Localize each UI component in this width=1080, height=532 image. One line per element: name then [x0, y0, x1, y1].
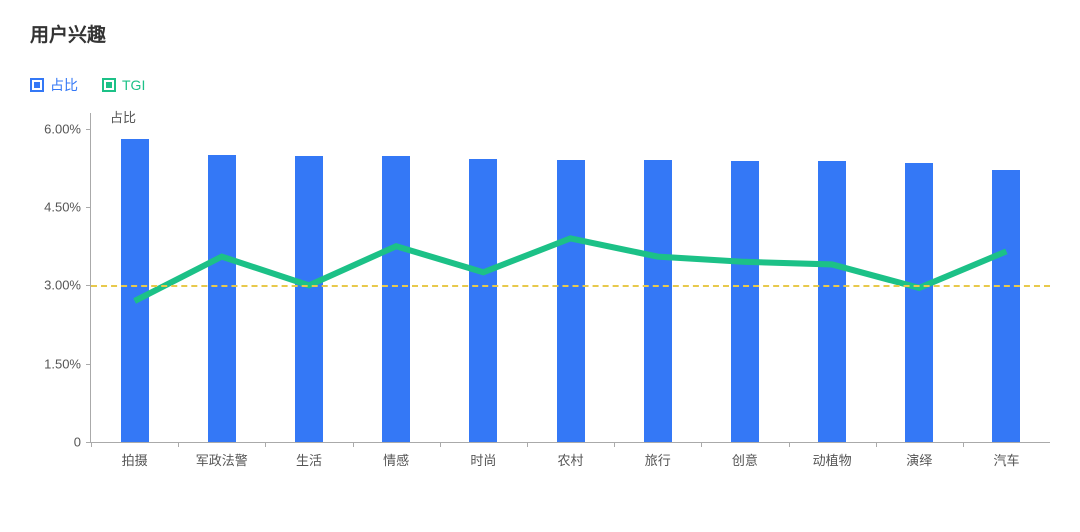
bar-slot: 创意: [701, 113, 788, 442]
x-axis-label: 演绎: [906, 450, 932, 469]
x-axis-label: 动植物: [813, 450, 852, 469]
x-axis-label: 情感: [383, 450, 409, 469]
bar[interactable]: [818, 161, 846, 442]
y-axis-label: 4.50%: [44, 200, 91, 215]
bar-slot: 旅行: [614, 113, 701, 442]
plot-area: 拍摄军政法警生活情感时尚农村旅行创意动植物演绎汽车 01.50%3.00%4.5…: [90, 113, 1050, 443]
y-axis-label: 1.50%: [44, 356, 91, 371]
chart-title: 用户兴趣: [30, 20, 1050, 47]
bar[interactable]: [382, 156, 410, 442]
legend-item-bar[interactable]: 占比: [30, 75, 78, 95]
chart-area: 占比 拍摄军政法警生活情感时尚农村旅行创意动植物演绎汽车 01.50%3.00%…: [90, 113, 1050, 443]
x-axis-label: 生活: [296, 450, 322, 469]
bar[interactable]: [121, 139, 149, 442]
legend-item-line[interactable]: TGI: [102, 77, 145, 93]
bar[interactable]: [557, 160, 585, 442]
x-axis-label: 创意: [732, 450, 758, 469]
bar-slot: 拍摄: [91, 113, 178, 442]
bar-slot: 演绎: [876, 113, 963, 442]
y-axis-label: 3.00%: [44, 278, 91, 293]
x-axis-label: 汽车: [993, 450, 1019, 469]
bar-slot: 生活: [265, 113, 352, 442]
bar-slot: 动植物: [789, 113, 876, 442]
bar[interactable]: [295, 156, 323, 442]
bar-slot: 军政法警: [178, 113, 265, 442]
bar-slot: 农村: [527, 113, 614, 442]
legend-label: 占比: [50, 75, 78, 95]
reference-line: [91, 285, 1050, 287]
bar-slot: 情感: [353, 113, 440, 442]
bars-container: 拍摄军政法警生活情感时尚农村旅行创意动植物演绎汽车: [91, 113, 1050, 442]
bar[interactable]: [644, 160, 672, 442]
bar[interactable]: [469, 159, 497, 442]
bar-slot: 汽车: [963, 113, 1050, 442]
bar[interactable]: [208, 155, 236, 442]
x-axis-label: 拍摄: [122, 450, 148, 469]
y-axis-label: 6.00%: [44, 121, 91, 136]
bar[interactable]: [905, 163, 933, 442]
x-axis-label: 旅行: [645, 450, 671, 469]
line-swatch-icon: [102, 78, 116, 92]
bar[interactable]: [731, 161, 759, 442]
x-axis-label: 农村: [558, 450, 584, 469]
legend-label: TGI: [122, 77, 145, 93]
x-axis-label: 时尚: [470, 450, 496, 469]
bar[interactable]: [992, 170, 1020, 442]
bar-swatch-icon: [30, 78, 44, 92]
x-axis-label: 军政法警: [196, 450, 248, 469]
legend: 占比 TGI: [30, 75, 1050, 95]
bar-slot: 时尚: [440, 113, 527, 442]
